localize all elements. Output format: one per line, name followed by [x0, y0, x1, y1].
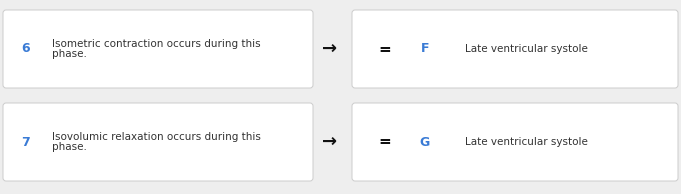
Text: Isovolumic relaxation occurs during this: Isovolumic relaxation occurs during this: [52, 132, 261, 142]
FancyBboxPatch shape: [352, 103, 678, 181]
FancyBboxPatch shape: [352, 10, 678, 88]
FancyBboxPatch shape: [3, 103, 313, 181]
Text: =: =: [379, 134, 392, 150]
Text: =: =: [379, 42, 392, 56]
FancyBboxPatch shape: [3, 10, 313, 88]
Text: phase.: phase.: [52, 142, 87, 152]
Text: Isometric contraction occurs during this: Isometric contraction occurs during this: [52, 39, 261, 49]
Text: phase.: phase.: [52, 49, 87, 59]
Text: 7: 7: [22, 135, 31, 148]
Text: 6: 6: [22, 42, 31, 55]
Text: F: F: [421, 42, 429, 55]
Text: →: →: [322, 40, 338, 58]
Text: Late ventricular systole: Late ventricular systole: [465, 137, 588, 147]
Text: →: →: [322, 133, 338, 151]
Text: Late ventricular systole: Late ventricular systole: [465, 44, 588, 54]
Text: G: G: [420, 135, 430, 148]
